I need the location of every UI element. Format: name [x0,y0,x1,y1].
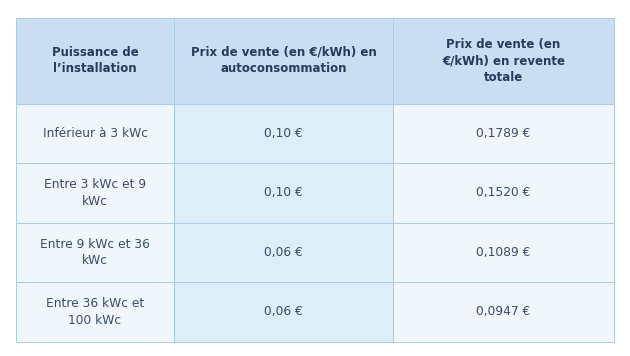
Text: 0,1789 €: 0,1789 € [476,127,530,140]
FancyBboxPatch shape [393,223,614,282]
Text: 0,1520 €: 0,1520 € [476,187,530,199]
FancyBboxPatch shape [393,104,614,163]
FancyBboxPatch shape [393,282,614,342]
Text: Puissance de
l’installation: Puissance de l’installation [52,46,139,75]
FancyBboxPatch shape [16,104,175,163]
Text: 0,10 €: 0,10 € [264,187,303,199]
FancyBboxPatch shape [16,223,175,282]
FancyBboxPatch shape [175,223,393,282]
Text: Entre 9 kWc et 36
kWc: Entre 9 kWc et 36 kWc [40,238,150,267]
FancyBboxPatch shape [393,18,614,104]
Text: 0,06 €: 0,06 € [264,246,303,259]
Text: Entre 36 kWc et
100 kWc: Entre 36 kWc et 100 kWc [46,297,144,327]
Text: Entre 3 kWc et 9
kWc: Entre 3 kWc et 9 kWc [44,178,146,208]
Text: Prix de vente (en €/kWh) en
autoconsommation: Prix de vente (en €/kWh) en autoconsomma… [191,46,377,75]
Text: 0,0947 €: 0,0947 € [476,305,530,319]
Text: Inférieur à 3 kWc: Inférieur à 3 kWc [43,127,147,140]
FancyBboxPatch shape [16,163,175,223]
Text: 0,1089 €: 0,1089 € [476,246,530,259]
FancyBboxPatch shape [175,282,393,342]
FancyBboxPatch shape [175,163,393,223]
FancyBboxPatch shape [393,163,614,223]
Text: Prix de vente (en
€/kWh) en revente
totale: Prix de vente (en €/kWh) en revente tota… [442,38,565,84]
FancyBboxPatch shape [16,18,175,104]
FancyBboxPatch shape [175,18,393,104]
Text: 0,06 €: 0,06 € [264,305,303,319]
Text: 0,10 €: 0,10 € [264,127,303,140]
FancyBboxPatch shape [175,104,393,163]
FancyBboxPatch shape [16,282,175,342]
